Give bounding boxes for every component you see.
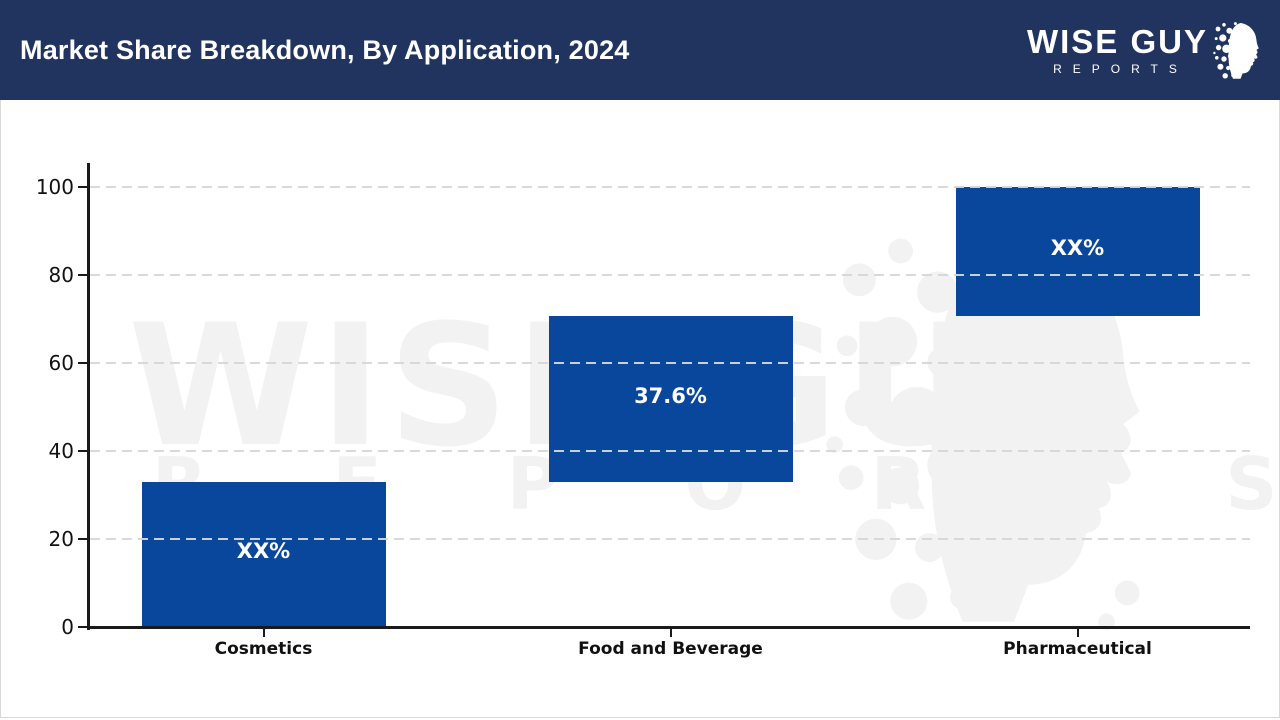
bar-food-and-beverage	[548, 316, 793, 482]
y-tick-label-40: 40	[48, 438, 74, 463]
bar-value-label: XX%	[236, 539, 291, 564]
x-tick-2	[1076, 628, 1079, 637]
gridline-60	[90, 361, 1250, 364]
frame-edge-left	[0, 100, 1, 718]
x-category-label: Food and Beverage	[578, 639, 763, 659]
y-axis-line	[87, 163, 90, 630]
gridline-100	[90, 185, 1250, 188]
header-bar: Market Share Breakdown, By Application, …	[0, 0, 1280, 100]
dotted-face-icon	[1213, 22, 1259, 79]
y-tick-label-60: 60	[48, 350, 74, 375]
frame-edge-bottom	[0, 717, 1280, 718]
y-tick-label-100: 100	[35, 174, 74, 199]
x-tick-1	[669, 628, 672, 637]
x-category-label: Pharmaceutical	[1003, 639, 1152, 659]
bar-value-label: XX%	[1050, 236, 1105, 261]
x-tick-0	[262, 628, 265, 637]
y-tick-80	[78, 273, 88, 276]
bar-cosmetics	[141, 481, 386, 627]
y-tick-label-20: 20	[48, 526, 74, 551]
x-axis-line	[87, 626, 1250, 629]
chart-area: WISE GUY R E P O R T S 0 20 40 60 80 100 XX% Co…	[0, 100, 1280, 720]
y-tick-60	[78, 361, 88, 364]
y-tick-label-80: 80	[48, 262, 74, 287]
logo-text: WISE GUY REPORTS	[1027, 25, 1208, 75]
logo-subtitle: REPORTS	[1053, 62, 1188, 76]
y-tick-40	[78, 449, 88, 452]
page-title: Market Share Breakdown, By Application, …	[20, 34, 630, 65]
y-tick-100	[78, 185, 88, 188]
gridline-40	[90, 449, 1250, 452]
y-tick-label-0: 0	[61, 615, 74, 639]
y-tick-0	[78, 626, 88, 628]
wise-guy-reports-logo: WISE GUY REPORTS	[1027, 12, 1260, 88]
bar-value-label: 37.6%	[634, 383, 707, 408]
x-category-label: Cosmetics	[214, 639, 313, 659]
logo-wordmark: WISE GUY	[1026, 23, 1208, 60]
gridline-20	[90, 537, 1250, 540]
y-tick-20	[78, 537, 88, 540]
gridline-80	[90, 273, 1250, 276]
